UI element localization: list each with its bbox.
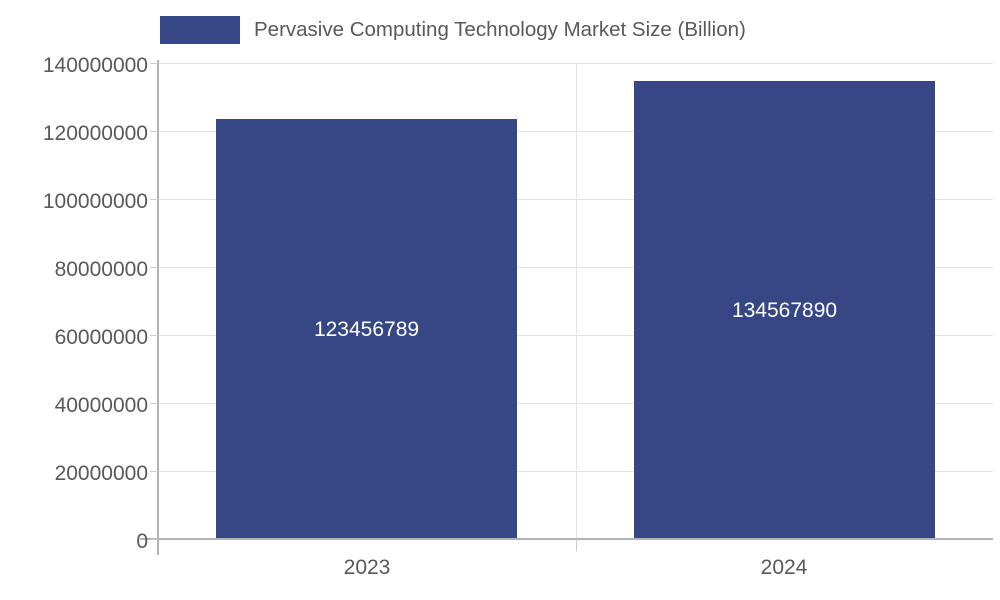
gridline-horizontal — [158, 335, 993, 336]
y-tick-label: 120000000 — [42, 122, 148, 145]
y-tick-mark — [150, 471, 158, 472]
gridline-horizontal — [158, 267, 993, 268]
y-tick-label: 60000000 — [54, 326, 148, 349]
gridline-horizontal — [158, 131, 993, 132]
y-tick-mark — [150, 131, 158, 132]
bar-value-label: 123456789 — [313, 318, 420, 341]
bar-2023[interactable]: 123456789 — [216, 119, 517, 539]
gridline-horizontal — [158, 63, 993, 64]
bar-value-label: 134567890 — [731, 299, 838, 322]
y-tick-label: 40000000 — [54, 394, 148, 417]
gridline-horizontal — [158, 403, 993, 404]
y-tick-label: 80000000 — [54, 258, 148, 281]
legend-color-swatch — [160, 16, 240, 44]
x-tick-label-2023: 2023 — [343, 556, 391, 579]
y-axis-line — [157, 60, 159, 555]
legend-label: Pervasive Computing Technology Market Si… — [254, 18, 746, 41]
y-tick-label: 100000000 — [42, 190, 148, 213]
y-tick-mark — [150, 267, 158, 268]
y-tick-mark — [150, 403, 158, 404]
chart-legend[interactable]: Pervasive Computing Technology Market Si… — [160, 16, 746, 44]
x-tick-label-2024: 2024 — [760, 556, 808, 579]
y-tick-mark — [150, 335, 158, 336]
y-tick-label: 140000000 — [42, 54, 148, 77]
gridline-horizontal — [158, 199, 993, 200]
gridline-horizontal — [158, 471, 993, 472]
x-tick-mark — [576, 539, 577, 551]
x-axis-line — [140, 538, 993, 540]
plot-area: 123456789 134567890 — [158, 63, 993, 540]
y-tick-mark — [150, 199, 158, 200]
bar-2024[interactable]: 134567890 — [634, 81, 935, 539]
y-tick-mark — [150, 539, 158, 540]
y-tick-mark — [150, 63, 158, 64]
y-tick-label: 0 — [136, 530, 148, 553]
y-tick-label: 20000000 — [54, 462, 148, 485]
gridline-vertical — [576, 63, 577, 539]
